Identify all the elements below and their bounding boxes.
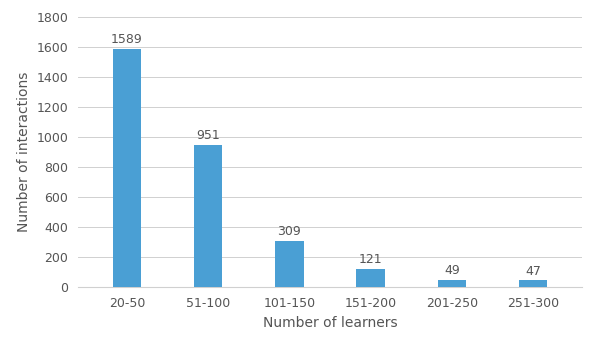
Text: 951: 951 bbox=[196, 129, 220, 142]
X-axis label: Number of learners: Number of learners bbox=[263, 316, 397, 330]
Text: 309: 309 bbox=[278, 225, 301, 238]
Text: 121: 121 bbox=[359, 253, 382, 266]
Bar bbox=[113, 49, 141, 287]
Text: 1589: 1589 bbox=[111, 33, 143, 46]
Text: 47: 47 bbox=[525, 264, 541, 277]
Text: 49: 49 bbox=[444, 264, 460, 277]
Bar bbox=[194, 145, 223, 287]
Bar bbox=[519, 280, 547, 287]
Bar bbox=[275, 241, 304, 287]
Bar bbox=[356, 269, 385, 287]
Y-axis label: Number of interactions: Number of interactions bbox=[17, 72, 31, 232]
Bar bbox=[437, 280, 466, 287]
